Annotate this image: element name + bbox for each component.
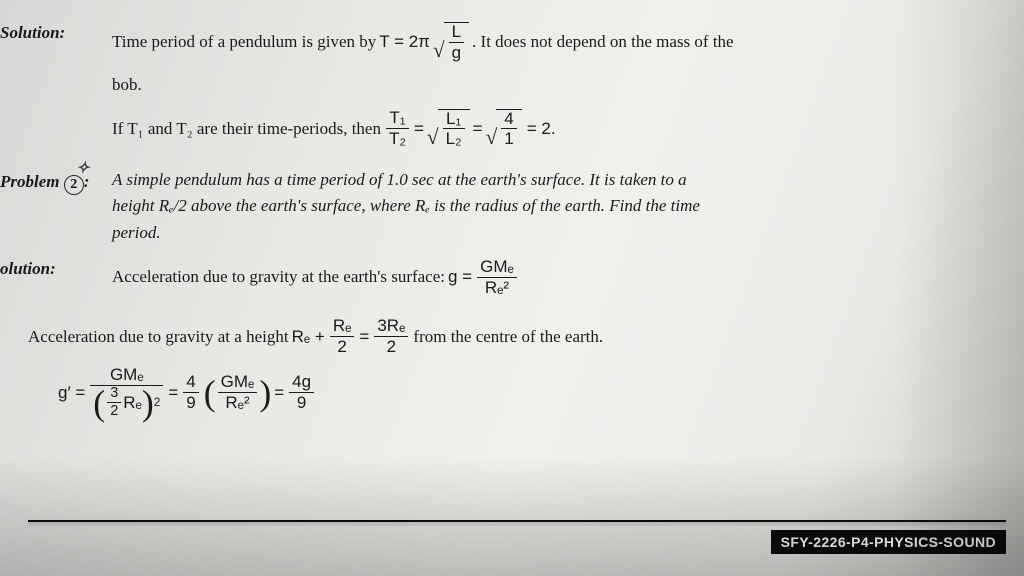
problem-2-line-a: A simple pendulum has a time period of 1…	[112, 167, 992, 193]
sqrt-num: L	[449, 23, 464, 43]
gprime-mid2: =	[274, 380, 284, 406]
problem-2-body: A simple pendulum has a time period of 1…	[112, 167, 992, 246]
height-term1: Rₑ +	[292, 324, 325, 350]
formula-T-lhs: T = 2π	[379, 29, 430, 55]
gprime-49: 4 9	[183, 373, 198, 412]
text-fragment: Acceleration due to gravity at the earth…	[112, 264, 445, 290]
text-fragment: Acceleration due to gravity at a height	[28, 324, 289, 350]
footer: SFY-2226-P4-PHYSICS-SOUND	[28, 520, 1006, 554]
ratio-result: = 2.	[527, 116, 556, 142]
page-content: Solution: Time period of a pendulum is g…	[0, 0, 1024, 430]
sqrt-den: g	[449, 43, 464, 63]
problem-word: Problem	[0, 172, 60, 191]
gprime-equation: g′ = GMₑ 3 2 Rₑ 2 = 4	[58, 366, 992, 419]
g-frac: GMₑ Rₑ²	[477, 258, 517, 297]
problem-2-label: ✧ Problem 2:	[0, 167, 112, 195]
solution-2-line-1: Acceleration due to gravity at the earth…	[112, 258, 992, 297]
solution-2-body: Acceleration due to gravity at the earth…	[112, 254, 992, 307]
footer-rule	[28, 520, 1006, 522]
sqrt-4-1: 4 1	[486, 109, 522, 149]
solution-1-line-1c: bob.	[112, 72, 992, 98]
solution-1-label: Solution:	[0, 18, 112, 46]
problem-2-line-b: height Rₑ/2 above the earth's surface, w…	[112, 193, 992, 219]
problem-2-block: ✧ Problem 2: A simple pendulum has a tim…	[0, 167, 992, 246]
solution-2-line-2-row: Acceleration due to gravity at a height …	[0, 313, 992, 429]
page-shade-bottom	[0, 456, 1024, 576]
solution-1-line-2: If T₁ and T₂ are their time-periods, the…	[112, 109, 992, 149]
text-fragment: . It does not depend on the mass of the	[472, 29, 734, 55]
gprime-mainfrac: GMₑ 3 2 Rₑ 2	[90, 366, 163, 419]
footer-badge: SFY-2226-P4-PHYSICS-SOUND	[771, 530, 1006, 554]
gprime-lhs: g′ =	[58, 380, 85, 406]
height-mid: =	[359, 324, 369, 350]
gprime-mid1: =	[168, 380, 178, 406]
star-icon: ✧	[76, 157, 89, 182]
text-fragment: from the centre of the earth.	[413, 324, 603, 350]
solution-1-line-1: Time period of a pendulum is given by T …	[112, 22, 992, 62]
equals: =	[414, 116, 424, 142]
g-lhs: g =	[448, 264, 472, 290]
equals: =	[473, 116, 483, 142]
gprime-res: 4g 9	[289, 373, 314, 412]
solution-2-block: olution: Acceleration due to gravity at …	[0, 254, 992, 307]
sqrt-L-ratio: L₁ L₂	[427, 109, 470, 149]
problem-2-line-c: period.	[112, 220, 992, 246]
solution-1-block: Solution: Time period of a pendulum is g…	[0, 18, 992, 159]
height-f2: 3Rₑ 2	[374, 317, 408, 356]
text-fragment: If T₁ and T₂ are their time-periods, the…	[112, 116, 381, 142]
text-fragment: Time period of a pendulum is given by	[112, 29, 376, 55]
frac-T: T₁ T₂	[386, 109, 409, 148]
formula-T-sqrt: L g	[433, 22, 469, 62]
solution-2-line-2: Acceleration due to gravity at a height …	[28, 317, 992, 356]
solution-1-body: Time period of a pendulum is given by T …	[112, 18, 992, 159]
gprime-paren: GMₑ Rₑ²	[204, 373, 271, 412]
solution-2-label: olution:	[0, 254, 112, 282]
height-f1: Rₑ 2	[330, 317, 355, 356]
